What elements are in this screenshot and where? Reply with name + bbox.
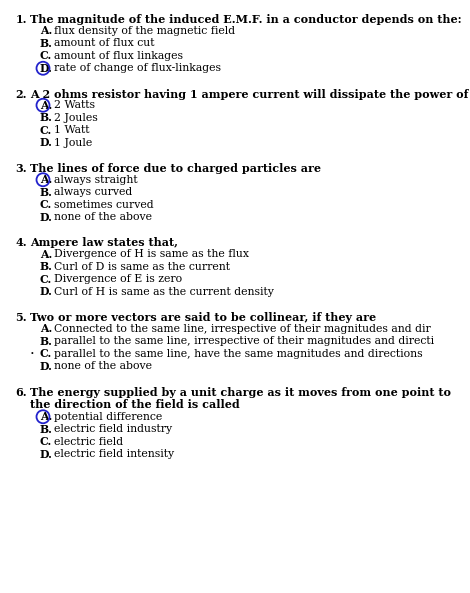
Text: parallel to the same line, have the same magnitudes and directions: parallel to the same line, have the same…: [54, 349, 423, 359]
Text: The magnitude of the induced E.M.F. in a conductor depends on the:: The magnitude of the induced E.M.F. in a…: [30, 14, 462, 25]
Text: ·: ·: [30, 347, 34, 361]
Text: Two or more vectors are said to be collinear, if they are: Two or more vectors are said to be colli…: [30, 312, 376, 323]
Text: A.: A.: [40, 100, 52, 111]
Text: C.: C.: [40, 348, 52, 359]
Text: B.: B.: [40, 424, 53, 435]
Text: always straight: always straight: [54, 175, 138, 185]
Text: parallel to the same line, irrespective of their magnitudes and directi: parallel to the same line, irrespective …: [54, 336, 434, 346]
Text: electric field intensity: electric field intensity: [54, 449, 174, 459]
Text: sometimes curved: sometimes curved: [54, 200, 154, 210]
Text: 3.: 3.: [16, 163, 27, 174]
Text: amount of flux linkages: amount of flux linkages: [54, 51, 183, 60]
Text: none of the above: none of the above: [54, 212, 152, 222]
Text: Divergence of H is same as the flux: Divergence of H is same as the flux: [54, 249, 249, 259]
Text: amount of flux cut: amount of flux cut: [54, 39, 155, 48]
Text: 6.: 6.: [16, 387, 27, 397]
Text: A 2 ohms resistor having 1 ampere current will dissipate the power of: A 2 ohms resistor having 1 ampere curren…: [30, 88, 469, 100]
Text: D.: D.: [40, 361, 53, 372]
Text: B.: B.: [40, 336, 53, 347]
Text: D.: D.: [40, 212, 53, 223]
Text: D.: D.: [40, 449, 53, 460]
Text: The lines of force due to charged particles are: The lines of force due to charged partic…: [30, 163, 321, 174]
Text: potential difference: potential difference: [54, 412, 162, 422]
Text: C.: C.: [40, 274, 52, 285]
Text: 4.: 4.: [16, 238, 27, 248]
Text: Divergence of E is zero: Divergence of E is zero: [54, 274, 182, 284]
Text: 2 Joules: 2 Joules: [54, 113, 98, 123]
Text: A.: A.: [40, 323, 52, 334]
Text: Connected to the same line, irrespective of their magnitudes and dir: Connected to the same line, irrespective…: [54, 324, 431, 334]
Text: A.: A.: [40, 25, 52, 36]
Text: 2.: 2.: [16, 88, 27, 100]
Text: flux density of the magnetic field: flux density of the magnetic field: [54, 25, 235, 36]
Text: rate of change of flux-linkages: rate of change of flux-linkages: [54, 63, 221, 74]
Text: C.: C.: [40, 436, 52, 447]
Text: Ampere law states that,: Ampere law states that,: [30, 238, 178, 248]
Text: 5.: 5.: [16, 312, 27, 323]
Text: D.: D.: [40, 286, 53, 297]
Text: A.: A.: [40, 412, 52, 422]
Text: none of the above: none of the above: [54, 361, 152, 371]
Text: A.: A.: [40, 174, 52, 185]
Text: B.: B.: [40, 262, 53, 272]
Text: electric field industry: electric field industry: [54, 424, 172, 434]
Text: Curl of H is same as the current density: Curl of H is same as the current density: [54, 287, 274, 296]
Text: electric field: electric field: [54, 437, 123, 447]
Text: A.: A.: [40, 248, 52, 260]
Text: D.: D.: [40, 137, 53, 148]
Text: The energy supplied by a unit charge as it moves from one point to
the direction: The energy supplied by a unit charge as …: [30, 387, 451, 410]
Text: D.: D.: [40, 63, 53, 74]
Text: always curved: always curved: [54, 187, 132, 197]
Text: 1 Joule: 1 Joule: [54, 138, 92, 148]
Text: C.: C.: [40, 125, 52, 136]
Text: Curl of D is same as the current: Curl of D is same as the current: [54, 262, 230, 272]
Text: 1 Watt: 1 Watt: [54, 125, 89, 135]
Text: B.: B.: [40, 112, 53, 123]
Text: B.: B.: [40, 38, 53, 49]
Text: C.: C.: [40, 50, 52, 61]
Text: C.: C.: [40, 199, 52, 211]
Text: B.: B.: [40, 187, 53, 197]
Text: 2 Watts: 2 Watts: [54, 100, 95, 110]
Text: 1.: 1.: [16, 14, 27, 25]
